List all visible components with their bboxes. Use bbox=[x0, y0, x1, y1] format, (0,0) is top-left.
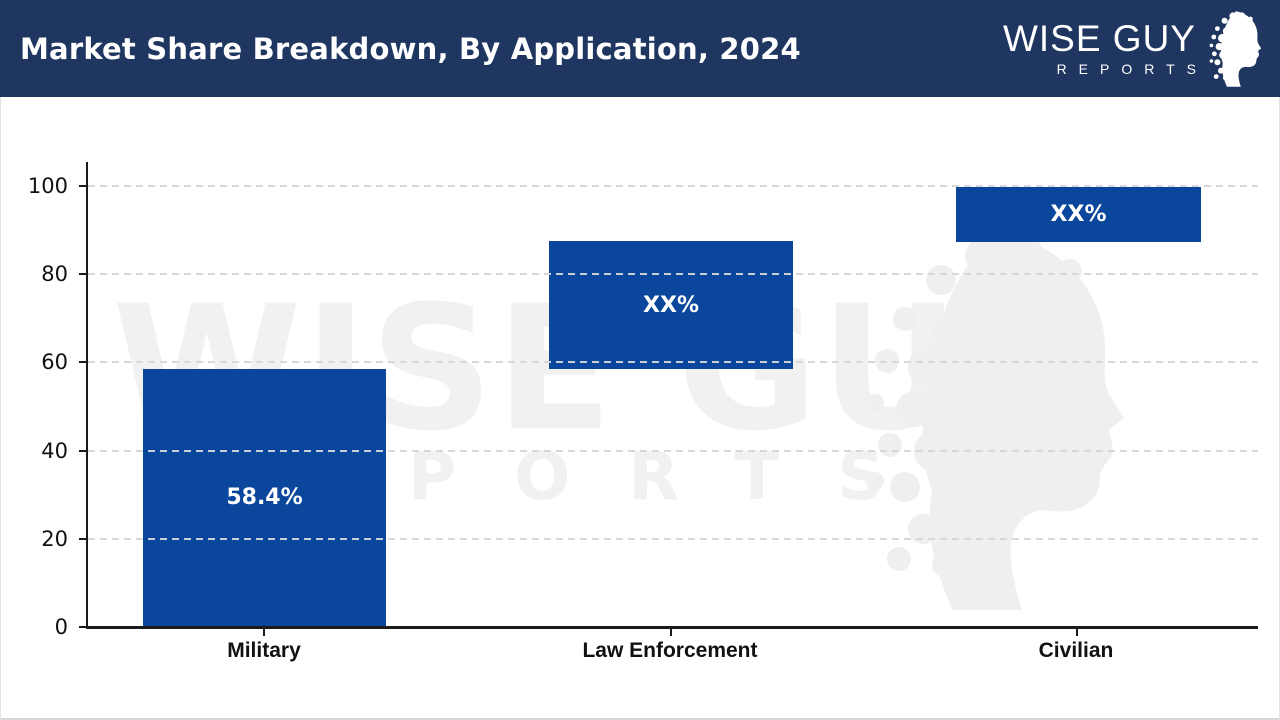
y-tick-label-20: 20 bbox=[41, 527, 68, 551]
logo-head-icon bbox=[1209, 10, 1262, 87]
bar-civilian: XX% bbox=[956, 187, 1201, 242]
logo-subtext: REPORTS bbox=[1056, 61, 1208, 77]
x-label-civilian: Civilian bbox=[1038, 639, 1114, 662]
logo-wordmark: WISE GUY bbox=[1002, 18, 1196, 59]
y-tick-mark bbox=[79, 361, 87, 363]
y-tick-mark bbox=[79, 185, 87, 187]
watermark-head-icon bbox=[866, 232, 1124, 610]
y-tick-label-0: 0 bbox=[54, 615, 68, 639]
x-label-military: Military bbox=[227, 639, 301, 662]
gridline-80 bbox=[88, 273, 1258, 275]
y-tick-label-100: 100 bbox=[27, 174, 68, 198]
x-tick-mark bbox=[670, 629, 672, 636]
y-tick-label-80: 80 bbox=[41, 262, 68, 286]
y-axis-line bbox=[86, 162, 88, 629]
x-axis-line bbox=[86, 626, 1258, 629]
header: Market Share Breakdown, By Application, … bbox=[0, 0, 1280, 97]
y-tick-mark bbox=[79, 626, 87, 628]
bar-law-enforcement: XX% bbox=[549, 241, 793, 369]
bar-label-military: 58.4% bbox=[226, 485, 303, 510]
x-tick-mark bbox=[263, 629, 265, 636]
y-tick-label-60: 60 bbox=[41, 350, 68, 374]
logo-text: WISE GUY REPORTS bbox=[1002, 18, 1196, 78]
x-label-law-enforcement: Law Enforcement bbox=[582, 639, 758, 662]
bar-label-law-enforcement: XX% bbox=[643, 292, 699, 318]
left-edge-line bbox=[0, 97, 1, 720]
gridline-40 bbox=[88, 450, 1258, 452]
y-tick-mark bbox=[79, 273, 87, 275]
bar-military: 58.4% bbox=[143, 369, 386, 626]
bar-label-civilian: XX% bbox=[1050, 202, 1107, 227]
y-tick-mark bbox=[79, 450, 87, 452]
bottom-edge-line bbox=[0, 718, 1280, 720]
y-tick-mark bbox=[79, 538, 87, 540]
y-tick-label-40: 40 bbox=[41, 439, 68, 463]
page-title: Market Share Breakdown, By Application, … bbox=[20, 31, 801, 66]
x-tick-mark bbox=[1076, 629, 1078, 636]
wise-guy-logo: WISE GUY REPORTS bbox=[1003, 10, 1266, 88]
gridline-60 bbox=[88, 361, 1258, 363]
gridline-20 bbox=[88, 538, 1258, 540]
gridline-100 bbox=[88, 185, 1258, 187]
